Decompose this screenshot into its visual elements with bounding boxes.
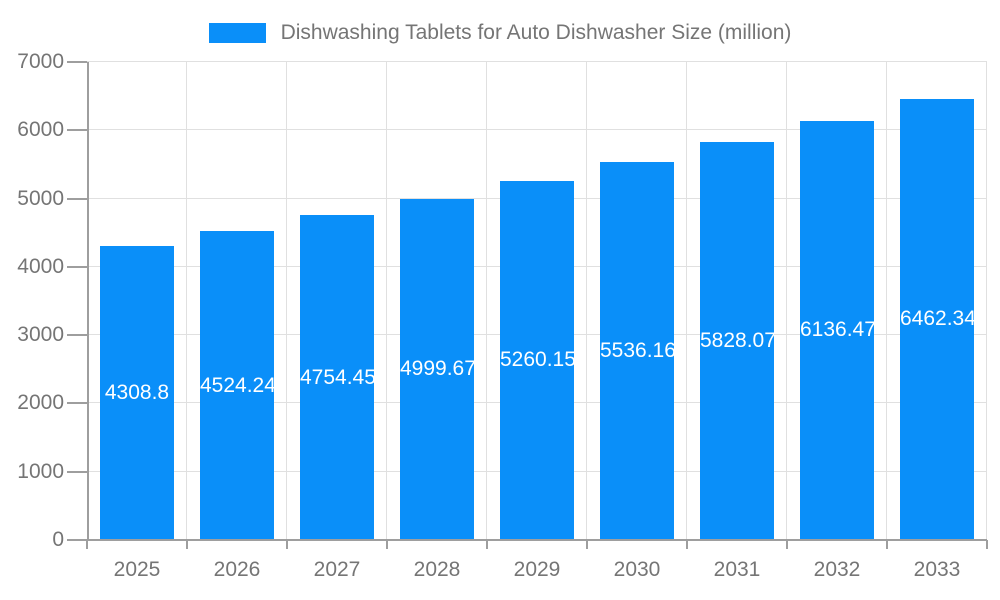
plot-area: 4308.8 4524.24 4754.45 4999.67 5260.15 5536.1… <box>87 61 987 541</box>
v-gridline <box>986 62 987 540</box>
y-tick-label: 0 <box>52 528 64 551</box>
x-axis-line <box>87 539 987 541</box>
bar[interactable]: 4754.45 <box>300 215 374 540</box>
y-tick-mark <box>67 129 87 132</box>
y-axis-line <box>87 62 89 540</box>
bar-value-label: 5260.15 <box>500 348 574 372</box>
x-tick-label: 2025 <box>113 558 161 581</box>
x-tick-mark <box>786 540 788 549</box>
legend[interactable]: Dishwashing Tablets for Auto Dishwasher … <box>0 20 1000 46</box>
bar-value-label: 6136.47 <box>800 318 874 342</box>
x-tick-label: 2028 <box>413 558 461 581</box>
x-tick-mark <box>286 540 288 549</box>
y-tick-label: 2000 <box>17 391 64 415</box>
legend-label: Dishwashing Tablets for Auto Dishwasher … <box>280 21 792 44</box>
x-tick-label: 2030 <box>613 558 661 581</box>
y-tick-label: 1000 <box>17 459 64 483</box>
y-tick-mark <box>67 61 87 63</box>
bar[interactable]: 4524.24 <box>200 231 274 540</box>
y-tick-mark <box>67 265 87 268</box>
v-gridline <box>386 62 387 540</box>
h-gridline <box>87 129 987 131</box>
y-tick-mark <box>67 402 87 405</box>
y-tick-mark <box>67 470 87 473</box>
v-gridline <box>786 62 787 540</box>
x-tick-mark <box>886 540 888 549</box>
x-tick-label: 2027 <box>313 558 361 581</box>
x-tick-mark <box>486 540 488 549</box>
bar-value-label: 4308.8 <box>104 380 170 404</box>
bar-value-label: 5828.07 <box>700 329 774 353</box>
bar-value-label: 4524.24 <box>200 373 274 397</box>
y-tick-mark <box>67 197 87 200</box>
v-gridline <box>686 62 687 540</box>
y-tick-label: 4000 <box>17 254 64 278</box>
y-tick-label: 5000 <box>17 186 64 210</box>
v-gridline <box>286 62 287 540</box>
bar[interactable]: 5260.15 <box>500 180 574 540</box>
h-gridline <box>87 61 987 62</box>
y-tick-mark <box>67 334 87 337</box>
bar[interactable]: 6462.34 <box>900 98 974 540</box>
bar[interactable]: 5536.16 <box>600 161 674 540</box>
y-tick-label: 7000 <box>17 50 64 73</box>
x-tick-mark <box>986 540 988 549</box>
x-tick-label: 2033 <box>913 558 961 581</box>
x-tick-mark <box>386 540 388 549</box>
x-tick-mark <box>686 540 688 549</box>
v-gridline <box>886 62 887 540</box>
y-tick-label: 3000 <box>17 323 64 347</box>
bar[interactable]: 6136.47 <box>800 120 874 540</box>
v-gridline <box>486 62 487 540</box>
v-gridline <box>186 62 187 540</box>
bar[interactable]: 4308.8 <box>100 245 174 540</box>
legend-swatch <box>208 23 266 43</box>
bar-value-label: 4754.45 <box>300 365 374 389</box>
bar-value-label: 6462.34 <box>900 307 974 331</box>
bar-value-label: 5536.16 <box>600 338 674 362</box>
x-tick-label: 2026 <box>213 558 261 581</box>
x-tick-label: 2029 <box>513 558 561 581</box>
x-tick-label: 2032 <box>813 558 861 581</box>
y-tick-label: 6000 <box>17 118 64 142</box>
x-tick-label: 2031 <box>713 558 761 581</box>
bar-value-label: 4999.67 <box>400 357 474 381</box>
bar[interactable]: 5828.07 <box>700 142 774 540</box>
x-tick-mark <box>586 540 588 549</box>
y-tick-mark <box>67 539 87 541</box>
x-tick-mark <box>86 540 88 549</box>
v-gridline <box>586 62 587 540</box>
x-tick-mark <box>186 540 188 549</box>
bar[interactable]: 4999.67 <box>400 198 474 540</box>
